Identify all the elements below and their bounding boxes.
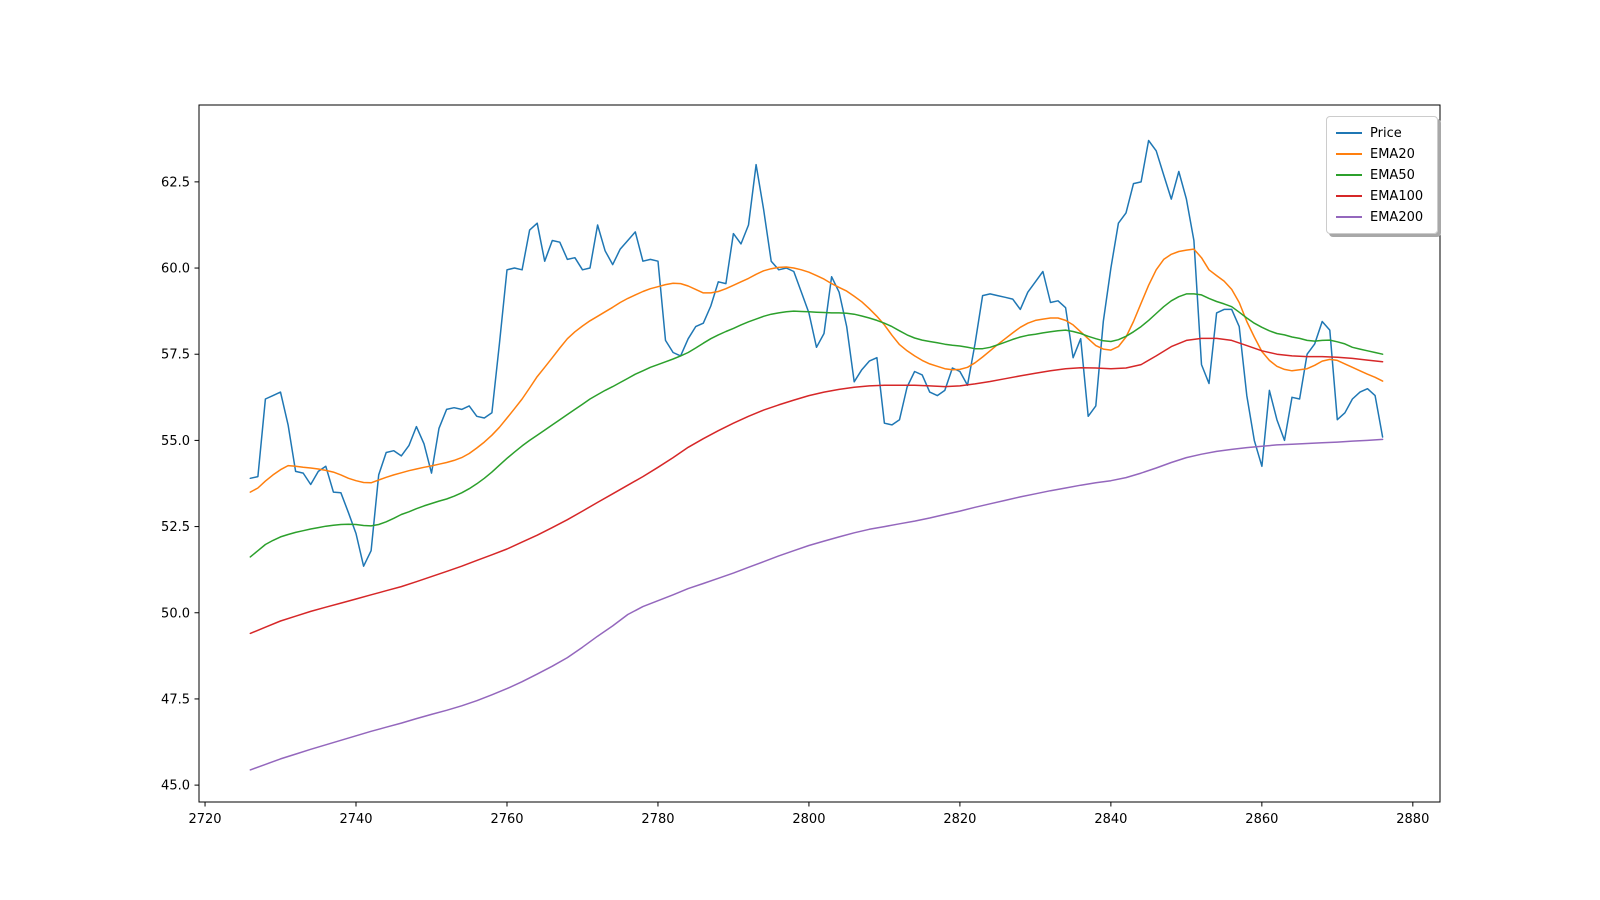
legend-line-ema100 bbox=[1336, 195, 1362, 197]
legend-line-ema50 bbox=[1336, 174, 1362, 176]
series-line-ema100 bbox=[249, 337, 1384, 635]
x-tick-label: 2720 bbox=[188, 812, 221, 827]
y-tick-label: 50.0 bbox=[161, 606, 190, 621]
x-tick-label: 2780 bbox=[641, 812, 674, 827]
x-tick-label: 2800 bbox=[792, 812, 825, 827]
y-tick-label: 60.0 bbox=[161, 262, 190, 277]
legend: Price EMA20 EMA50 EMA100 EMA200 bbox=[1326, 116, 1438, 234]
legend-item-ema200: EMA200 bbox=[1336, 208, 1428, 226]
axes-frame bbox=[198, 104, 1441, 803]
x-tick-label: 2880 bbox=[1396, 812, 1429, 827]
y-tick-label: 62.5 bbox=[161, 175, 190, 190]
series-line-ema20 bbox=[249, 248, 1384, 493]
legend-label: EMA100 bbox=[1370, 188, 1424, 204]
y-tick-label: 55.0 bbox=[161, 434, 190, 449]
legend-item-ema50: EMA50 bbox=[1336, 166, 1428, 184]
series-line-price bbox=[249, 139, 1384, 567]
y-tick-label: 47.5 bbox=[161, 692, 190, 707]
y-tick-label: 45.0 bbox=[161, 779, 190, 794]
legend-label: Price bbox=[1370, 125, 1402, 141]
x-tick-label: 2760 bbox=[490, 812, 523, 827]
series-line-ema50 bbox=[249, 293, 1384, 558]
x-tick-label: 2820 bbox=[943, 812, 976, 827]
legend-line-ema20 bbox=[1336, 153, 1362, 155]
legend-item-ema20: EMA20 bbox=[1336, 145, 1428, 163]
legend-item-ema100: EMA100 bbox=[1336, 187, 1428, 205]
x-tick-label: 2840 bbox=[1094, 812, 1127, 827]
legend-line-ema200 bbox=[1336, 216, 1362, 218]
legend-label: EMA50 bbox=[1370, 167, 1415, 183]
y-tick-label: 52.5 bbox=[161, 520, 190, 535]
legend-label: EMA20 bbox=[1370, 146, 1415, 162]
x-tick-label: 2740 bbox=[339, 812, 372, 827]
legend-item-price: Price bbox=[1336, 124, 1428, 142]
y-tick-label: 57.5 bbox=[161, 348, 190, 363]
series-line-ema200 bbox=[249, 438, 1384, 771]
legend-label: EMA200 bbox=[1370, 209, 1424, 225]
legend-line-price bbox=[1336, 132, 1362, 134]
x-tick-label: 2860 bbox=[1245, 812, 1278, 827]
